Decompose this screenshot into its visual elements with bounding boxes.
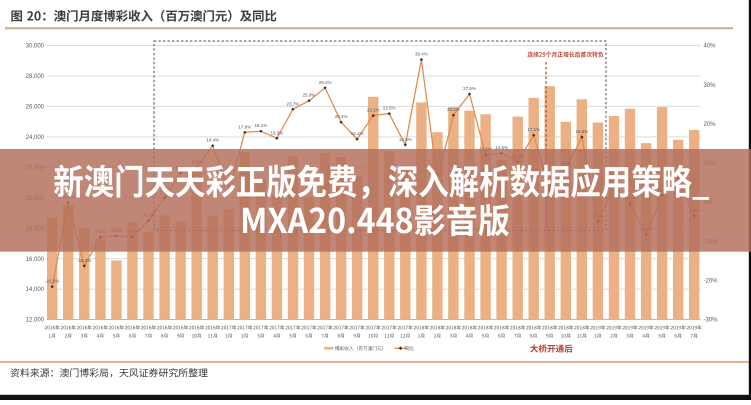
svg-text:30,000: 30,000 (26, 44, 45, 50)
svg-text:12.5%: 12.5% (495, 145, 508, 150)
svg-text:16.3%: 16.3% (271, 130, 284, 135)
svg-text:23.7%: 23.7% (287, 101, 300, 106)
svg-text:-16.3%: -16.3% (77, 258, 91, 263)
svg-text:17.1%: 17.1% (527, 127, 540, 132)
svg-text:-20%: -20% (704, 279, 719, 285)
svg-text:18.1%: 18.1% (255, 123, 268, 128)
svg-text:12,000: 12,000 (26, 318, 45, 324)
svg-text:20.4%: 20.4% (335, 114, 348, 119)
svg-text:25.9%: 25.9% (303, 93, 316, 98)
svg-text:-21.6%: -21.6% (45, 279, 59, 284)
svg-text:22.6%: 22.6% (383, 106, 396, 111)
svg-text:26,000: 26,000 (26, 105, 45, 111)
svg-text:16.1%: 16.1% (351, 131, 364, 136)
svg-text:14,000: 14,000 (26, 287, 45, 293)
svg-text:30%: 30% (704, 83, 717, 89)
svg-text:14.6%: 14.6% (399, 137, 412, 142)
svg-text:14.4%: 14.4% (206, 138, 219, 143)
svg-text:22.1%: 22.1% (367, 108, 380, 113)
svg-text:16,000: 16,000 (26, 257, 45, 263)
svg-text:16.6%: 16.6% (576, 129, 589, 134)
svg-text:36.4%: 36.4% (415, 52, 428, 57)
svg-text:24,000: 24,000 (26, 135, 45, 141)
svg-text:40%: 40% (704, 44, 717, 50)
svg-text:22.2%: 22.2% (447, 107, 460, 112)
svg-text:17.8%: 17.8% (238, 124, 251, 129)
svg-text:28,000: 28,000 (26, 74, 45, 80)
svg-text:27.6%: 27.6% (463, 86, 476, 91)
svg-text:-30%: -30% (704, 318, 719, 324)
svg-text:29.2%: 29.2% (319, 80, 332, 85)
svg-text:20%: 20% (704, 122, 717, 128)
